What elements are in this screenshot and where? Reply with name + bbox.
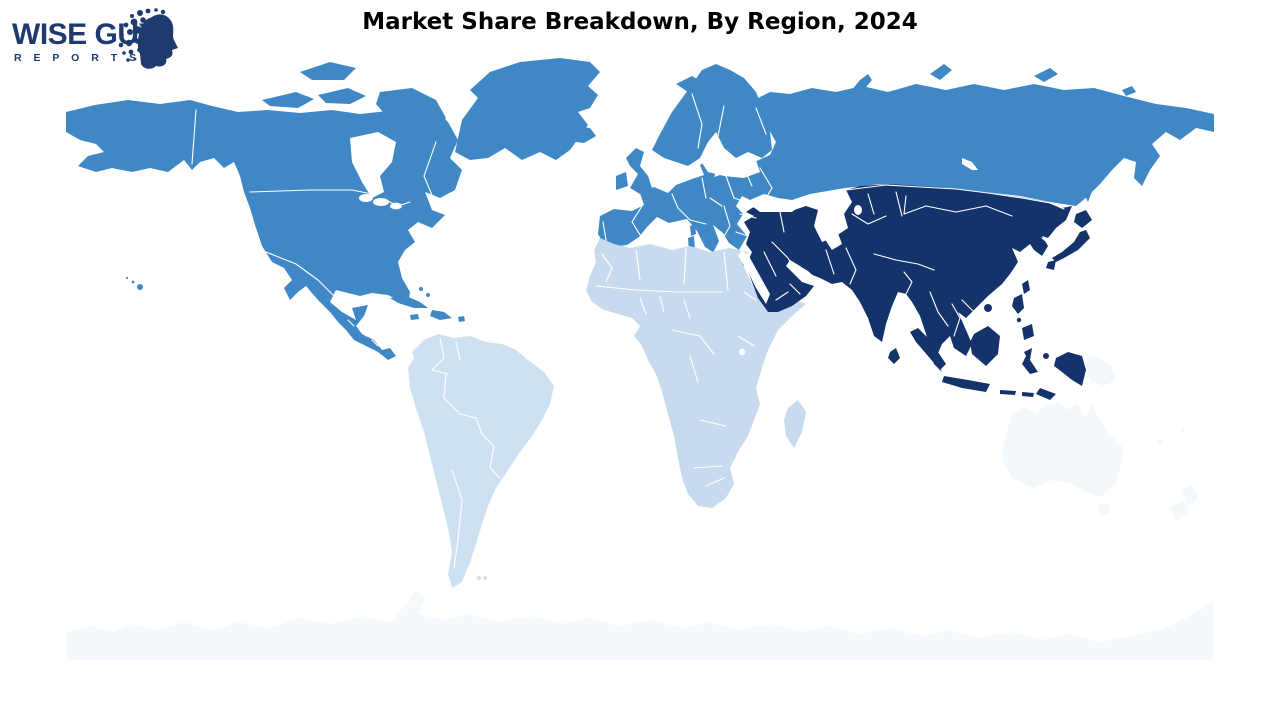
island-tasmania bbox=[1098, 503, 1110, 515]
sea-hudson-bay bbox=[350, 132, 396, 198]
island-java bbox=[942, 376, 990, 392]
island-papua-west bbox=[1054, 352, 1086, 386]
island-baffin bbox=[376, 88, 446, 132]
island-borneo bbox=[970, 326, 1000, 366]
island-puerto-rico bbox=[458, 316, 465, 322]
sea-persian-gulf bbox=[796, 264, 818, 284]
island-victoria bbox=[262, 92, 314, 108]
island-svalbard bbox=[676, 76, 702, 92]
island-halmahera bbox=[1043, 353, 1049, 359]
lake-victoria bbox=[738, 348, 746, 356]
island-visayas bbox=[1016, 317, 1022, 323]
country-mainland-asia bbox=[744, 184, 1072, 372]
island-new-zealand-south bbox=[1170, 500, 1190, 522]
country-scandinavia bbox=[652, 64, 772, 166]
island-fiji bbox=[1181, 428, 1185, 432]
country-north-america-mainland bbox=[66, 100, 462, 360]
island-honshu bbox=[1052, 230, 1090, 262]
island-corsica bbox=[690, 224, 696, 236]
island-arctic-2 bbox=[318, 88, 366, 104]
island-papua-new-guinea bbox=[1086, 354, 1116, 386]
island-mindanao bbox=[1022, 324, 1034, 340]
island-luzon bbox=[1012, 294, 1024, 314]
country-borders bbox=[191, 93, 1065, 569]
lake-aral bbox=[854, 205, 862, 215]
island-new-zealand-north bbox=[1182, 484, 1198, 506]
lake-great-lakes-2 bbox=[373, 198, 389, 206]
island-cuba bbox=[390, 296, 428, 308]
region-north-america bbox=[66, 58, 600, 360]
island-kyushu bbox=[1046, 260, 1056, 270]
island-sumatra bbox=[910, 328, 946, 370]
country-australia bbox=[1003, 402, 1123, 497]
island-madagascar bbox=[784, 400, 806, 448]
island-severnaya-zemlya bbox=[930, 64, 952, 80]
lake-great-lakes-1 bbox=[359, 194, 373, 202]
island-sakhalin bbox=[1082, 168, 1094, 202]
region-south-america bbox=[408, 334, 554, 588]
logo-subtext: R E P O R T S bbox=[14, 52, 141, 64]
lake-baikal bbox=[962, 158, 978, 170]
island-hokkaido bbox=[1074, 210, 1092, 228]
wise-guy-reports-logo: WISE GUY R E P O R T S bbox=[12, 8, 178, 69]
island-ellesmere bbox=[300, 62, 356, 80]
country-ireland bbox=[616, 172, 628, 190]
country-united-kingdom bbox=[626, 148, 652, 194]
island-wrangel bbox=[1122, 86, 1136, 96]
continent-south-america bbox=[408, 334, 554, 588]
country-greenland bbox=[455, 58, 600, 160]
island-taiwan bbox=[1022, 280, 1030, 294]
island-hispaniola bbox=[430, 310, 452, 320]
island-jamaica bbox=[410, 314, 419, 320]
lake-great-lakes-3 bbox=[390, 202, 402, 210]
sea-black-sea bbox=[752, 198, 800, 212]
island-lesser-sunda-1 bbox=[1000, 390, 1016, 395]
island-falkland-2 bbox=[483, 576, 487, 580]
island-bahamas-1 bbox=[419, 287, 423, 291]
island-falkland-1 bbox=[477, 576, 481, 580]
island-novaya-zemlya bbox=[842, 74, 872, 116]
island-lesser-sunda-2 bbox=[1022, 392, 1034, 397]
island-hainan bbox=[984, 304, 992, 312]
page-title: Market Share Breakdown, By Region, 2024 bbox=[362, 9, 918, 35]
island-hawaii-1 bbox=[137, 284, 143, 290]
island-new-caledonia bbox=[1157, 439, 1163, 445]
island-hawaii-2 bbox=[131, 280, 135, 284]
dotted-head-icon bbox=[118, 8, 178, 69]
region-oceania bbox=[1003, 354, 1198, 522]
continent-antarctica bbox=[66, 592, 1214, 660]
island-sri-lanka bbox=[888, 348, 900, 364]
country-mainland-eurasia bbox=[598, 84, 1214, 259]
sea-caspian bbox=[818, 200, 842, 250]
island-sulawesi bbox=[1022, 348, 1038, 374]
island-hawaii-3 bbox=[125, 276, 129, 280]
sea-red-sea bbox=[738, 250, 770, 304]
region-antarctica bbox=[66, 592, 1214, 660]
island-bahamas-2 bbox=[426, 293, 430, 297]
region-africa bbox=[586, 238, 806, 508]
continent-africa bbox=[586, 238, 806, 508]
island-timor bbox=[1036, 388, 1056, 400]
region-asia bbox=[744, 184, 1092, 400]
island-new-siberian bbox=[1034, 68, 1058, 82]
